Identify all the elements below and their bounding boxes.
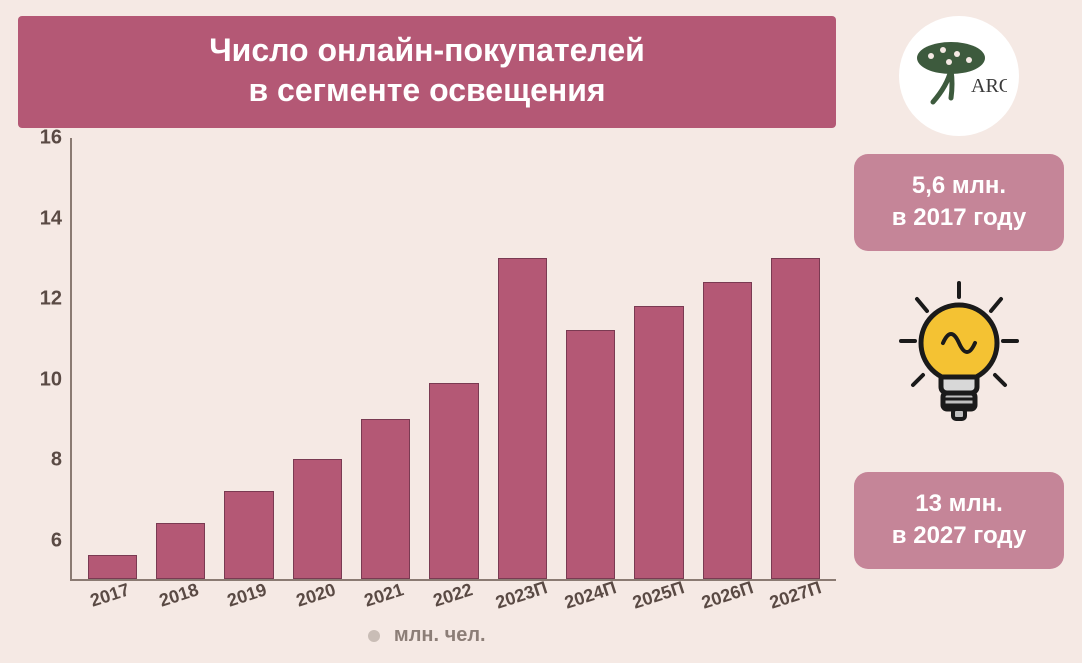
arg-logo-icon: ARG bbox=[911, 36, 1007, 116]
bar-slot bbox=[78, 138, 146, 579]
plot bbox=[70, 138, 836, 581]
bar bbox=[88, 555, 137, 579]
stat-value: 5,6 млн. bbox=[864, 170, 1054, 202]
bar bbox=[156, 523, 205, 579]
legend: млн. чел. bbox=[18, 624, 836, 647]
bar bbox=[703, 282, 752, 579]
bar-slot bbox=[215, 138, 283, 579]
x-tick-label: 2023П bbox=[493, 577, 550, 613]
bar bbox=[498, 258, 547, 579]
plot-row: 6810121416 bbox=[18, 138, 836, 581]
x-tick-slot: 2023П bbox=[487, 585, 556, 606]
stat-value: 13 млн. bbox=[864, 488, 1054, 520]
legend-dot bbox=[368, 630, 380, 642]
bar bbox=[771, 258, 820, 579]
x-tick-label: 2026П bbox=[699, 577, 756, 613]
x-tick-label: 2020 bbox=[294, 579, 339, 611]
x-tick-slot: 2019 bbox=[213, 585, 282, 606]
chart-title-banner: Число онлайн-покупателейв сегменте освещ… bbox=[18, 16, 836, 128]
y-tick: 12 bbox=[40, 288, 62, 311]
x-tick-slot: 2024П bbox=[556, 585, 625, 606]
chart-area: 6810121416 2017201820192020202120222023П… bbox=[18, 138, 836, 647]
right-column: ARG 5,6 млн. в 2017 году 1 bbox=[854, 16, 1064, 647]
bar-slot bbox=[283, 138, 351, 579]
left-column: Число онлайн-покупателейв сегменте освещ… bbox=[18, 16, 836, 647]
bar-slot bbox=[420, 138, 488, 579]
x-tick-slot: 2021 bbox=[350, 585, 419, 606]
chart-title: Число онлайн-покупателейв сегменте освещ… bbox=[209, 32, 645, 108]
bar bbox=[361, 419, 410, 579]
x-tick-slot: 2018 bbox=[145, 585, 214, 606]
x-tick-label: 2018 bbox=[157, 579, 202, 611]
bar bbox=[566, 330, 615, 579]
x-tick-label: 2021 bbox=[362, 579, 407, 611]
bar-slot bbox=[693, 138, 761, 579]
y-tick: 16 bbox=[40, 127, 62, 150]
x-tick-slot: 2027П bbox=[761, 585, 830, 606]
lightbulb-icon bbox=[889, 269, 1029, 454]
bar-slot bbox=[146, 138, 214, 579]
bar-slot bbox=[557, 138, 625, 579]
bar-slot bbox=[488, 138, 556, 579]
x-tick-label: 2017 bbox=[88, 579, 133, 611]
stat-card-2027: 13 млн. в 2027 году bbox=[854, 472, 1064, 569]
y-tick: 6 bbox=[51, 529, 62, 552]
x-tick-label: 2027П bbox=[767, 577, 824, 613]
stat-card-2017: 5,6 млн. в 2017 году bbox=[854, 154, 1064, 251]
x-tick-slot: 2022 bbox=[419, 585, 488, 606]
x-tick-label: 2024П bbox=[562, 577, 619, 613]
x-tick-label: 2022 bbox=[431, 579, 476, 611]
logo-badge: ARG bbox=[899, 16, 1019, 136]
y-tick: 14 bbox=[40, 207, 62, 230]
bar bbox=[224, 491, 273, 579]
bars-container bbox=[72, 138, 836, 579]
stat-sub: в 2017 году bbox=[864, 202, 1054, 234]
bar bbox=[293, 459, 342, 579]
stat-sub: в 2027 году bbox=[864, 520, 1054, 552]
legend-label: млн. чел. bbox=[394, 624, 486, 646]
bar-slot bbox=[351, 138, 419, 579]
x-tick-slot: 2026П bbox=[693, 585, 762, 606]
x-tick-slot: 2017 bbox=[76, 585, 145, 606]
bar bbox=[634, 306, 683, 579]
y-tick: 8 bbox=[51, 449, 62, 472]
bar-slot bbox=[625, 138, 693, 579]
x-tick-label: 2019 bbox=[225, 579, 270, 611]
y-axis: 6810121416 bbox=[18, 138, 70, 581]
x-tick-label: 2025П bbox=[630, 577, 687, 613]
x-tick-slot: 2025П bbox=[624, 585, 693, 606]
bar bbox=[429, 383, 478, 579]
logo-text: ARG bbox=[971, 75, 1007, 97]
bar-slot bbox=[762, 138, 830, 579]
x-tick-slot: 2020 bbox=[282, 585, 351, 606]
y-tick: 10 bbox=[40, 368, 62, 391]
x-axis: 2017201820192020202120222023П2024П2025П2… bbox=[70, 581, 836, 606]
